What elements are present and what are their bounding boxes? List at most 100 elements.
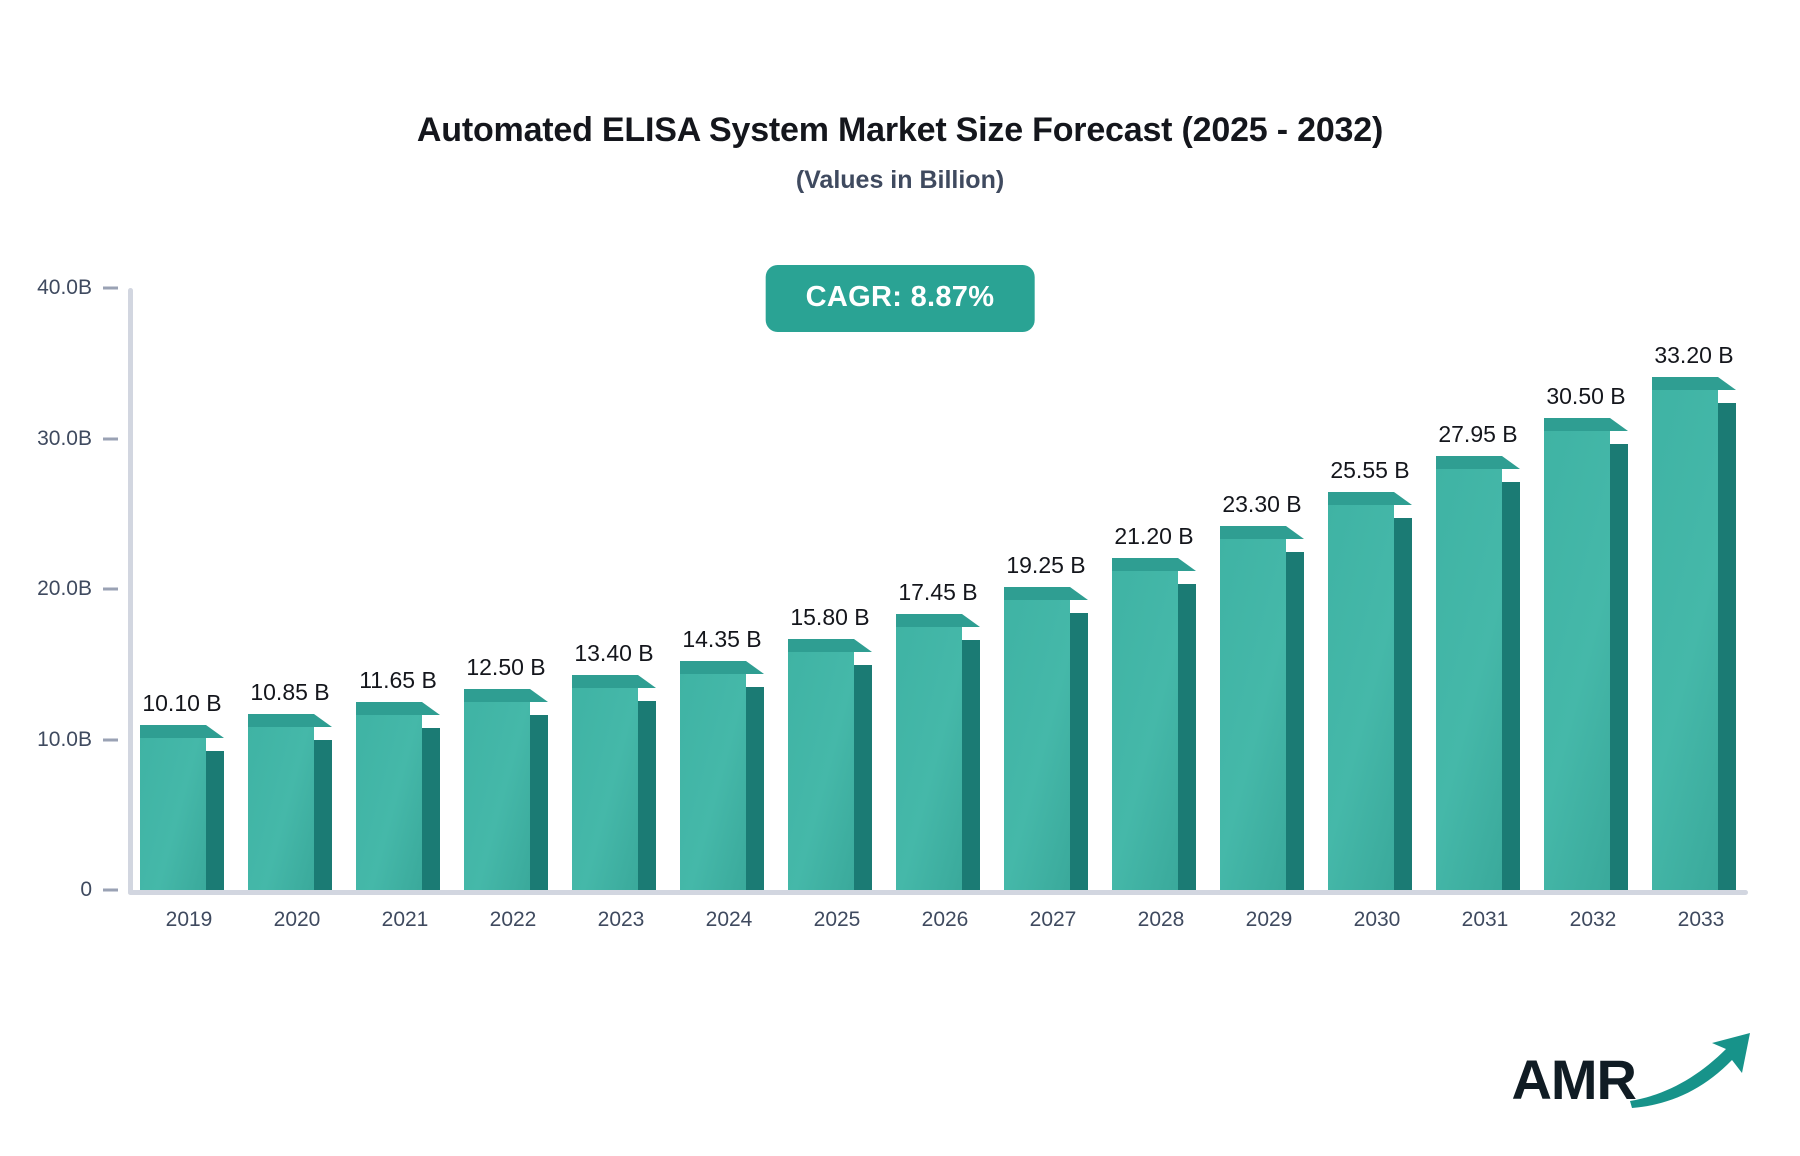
x-axis-tick-label: 2025: [813, 908, 861, 931]
x-axis-tick-label: 2029: [1245, 908, 1293, 931]
bar-side-face: [1610, 443, 1628, 890]
bar-column: 27.95 B: [1436, 421, 1520, 890]
bar-value-label: 33.20 B: [1654, 342, 1734, 369]
bar-front-face: [572, 688, 638, 890]
bar-column: 15.80 B: [788, 604, 872, 890]
bar-top-face: [1004, 587, 1088, 601]
bar-side-face: [422, 727, 440, 890]
x-axis-labels: 2019 2020 2021 2022 2023 2024 2025 2026 2027 2028…: [128, 908, 1748, 948]
bar-top-face: [1544, 417, 1628, 431]
x-axis-tick-label: 2021: [381, 908, 429, 931]
x-axis-line: [128, 890, 1748, 895]
bar-top-face: [1652, 377, 1736, 391]
bar-front-face: [140, 738, 206, 890]
bar-column: 13.40 B: [572, 640, 656, 890]
bar-value-label: 14.35 B: [682, 626, 762, 653]
bar-value-label: 17.45 B: [898, 579, 978, 606]
bar-value-label: 10.10 B: [142, 690, 222, 716]
bar-front-face: [356, 714, 422, 890]
x-axis-tick-label: 2033: [1677, 908, 1725, 931]
bar-top-face: [1112, 557, 1196, 571]
bar-column: 12.50 B: [464, 654, 548, 890]
bar-value-label: 27.95 B: [1438, 421, 1518, 448]
bar-side-face: [314, 739, 332, 890]
bar-value-label: 25.55 B: [1330, 457, 1410, 484]
bar-front-face: [1544, 430, 1610, 890]
y-axis-tick-mark: [103, 888, 118, 892]
x-axis-tick-label: 2026: [921, 908, 969, 931]
bar-front-face: [1220, 539, 1286, 890]
bar-side-face: [1070, 613, 1088, 890]
bar-front-face: [680, 674, 746, 890]
y-axis-line: [128, 288, 133, 895]
bar-top-face: [356, 701, 440, 715]
bar-top-face: [680, 661, 764, 675]
bar-column: 33.20 B: [1652, 342, 1736, 890]
y-axis-tick-label: 10.0B: [37, 727, 92, 751]
bar-column: 10.85 B: [248, 679, 332, 890]
bar-value-label: 30.50 B: [1546, 382, 1626, 409]
bar-top-face: [1220, 526, 1304, 540]
bar-column: 11.65 B: [356, 667, 440, 890]
bar-value-label: 23.30 B: [1222, 491, 1302, 518]
amr-logo-text: AMR: [1511, 1047, 1637, 1111]
y-axis-tick-mark: [103, 286, 118, 290]
bar-front-face: [1112, 570, 1178, 890]
bar-series: 10.10 B 10.85 B 11.65 B 12.50 B 13.40 B 14.35…: [128, 288, 1748, 890]
bar-side-face: [638, 701, 656, 890]
bar-top-face: [140, 725, 224, 738]
bar-column: 21.20 B: [1112, 523, 1196, 890]
bar-value-label: 19.25 B: [1006, 552, 1086, 579]
chart-header: Automated ELISA System Market Size Forec…: [0, 111, 1800, 195]
bar-front-face: [788, 652, 854, 890]
bar-column: 19.25 B: [1004, 552, 1088, 890]
bar-front-face: [896, 627, 962, 890]
x-axis-tick-label: 2020: [273, 908, 321, 931]
bar-side-face: [962, 640, 980, 890]
x-axis-tick-label: 2019: [165, 908, 213, 931]
y-axis-tick-label: 0: [80, 878, 92, 901]
y-axis-tick-label: 30.0B: [37, 426, 92, 450]
bar-front-face: [1328, 505, 1394, 890]
bar-front-face: [1004, 600, 1070, 890]
y-axis-tick-mark: [103, 587, 118, 591]
bar-side-face: [206, 751, 224, 890]
bar-front-face: [248, 726, 314, 890]
bar-column: 25.55 B: [1328, 457, 1412, 890]
cagr-badge: CAGR: 8.87%: [765, 265, 1035, 332]
x-axis-tick-label: 2028: [1137, 908, 1185, 931]
amr-logo: AMR: [1511, 1033, 1756, 1114]
bar-side-face: [1286, 552, 1304, 890]
bar-side-face: [1394, 518, 1412, 890]
bar-column: 17.45 B: [896, 579, 980, 890]
bar-value-label: 21.20 B: [1114, 522, 1194, 549]
bar-top-face: [896, 614, 980, 628]
bar-side-face: [1718, 403, 1736, 890]
x-axis-tick-label: 2032: [1569, 908, 1617, 931]
bar-value-label: 13.40 B: [574, 640, 654, 667]
bar-column: 10.10 B: [140, 690, 224, 890]
bar-side-face: [1178, 583, 1196, 890]
plot-area: 0 10.0B 20.0B 30.0B 40.0B 10.10 B 10.85 B 11.6…: [37, 276, 1748, 901]
bar-value-label: 12.50 B: [466, 653, 546, 680]
y-axis-tick-mark: [103, 437, 118, 440]
x-axis-tick-label: 2031: [1461, 908, 1509, 931]
bar-top-face: [788, 639, 872, 653]
bar-side-face: [1502, 482, 1520, 890]
bar-side-face: [854, 665, 872, 890]
bar-column: 23.30 B: [1220, 491, 1304, 890]
growth-arrow-icon: [1626, 1029, 1756, 1114]
x-axis-tick-label: 2024: [705, 908, 753, 931]
bar-value-label: 15.80 B: [790, 604, 870, 631]
x-axis-tick-label: 2022: [489, 908, 537, 931]
bar-value-label: 10.85 B: [250, 678, 330, 705]
y-axis-tick-label: 40.0B: [37, 276, 92, 299]
bar-top-face: [1436, 456, 1520, 470]
bar-column: 30.50 B: [1544, 383, 1628, 890]
y-axis-tick-mark: [103, 738, 118, 741]
x-axis-tick-label: 2023: [597, 908, 645, 931]
bar-front-face: [1652, 390, 1718, 890]
bar-top-face: [572, 675, 656, 689]
chart-subtitle: (Values in Billion): [795, 166, 1005, 195]
x-axis-tick-label: 2030: [1353, 908, 1401, 931]
